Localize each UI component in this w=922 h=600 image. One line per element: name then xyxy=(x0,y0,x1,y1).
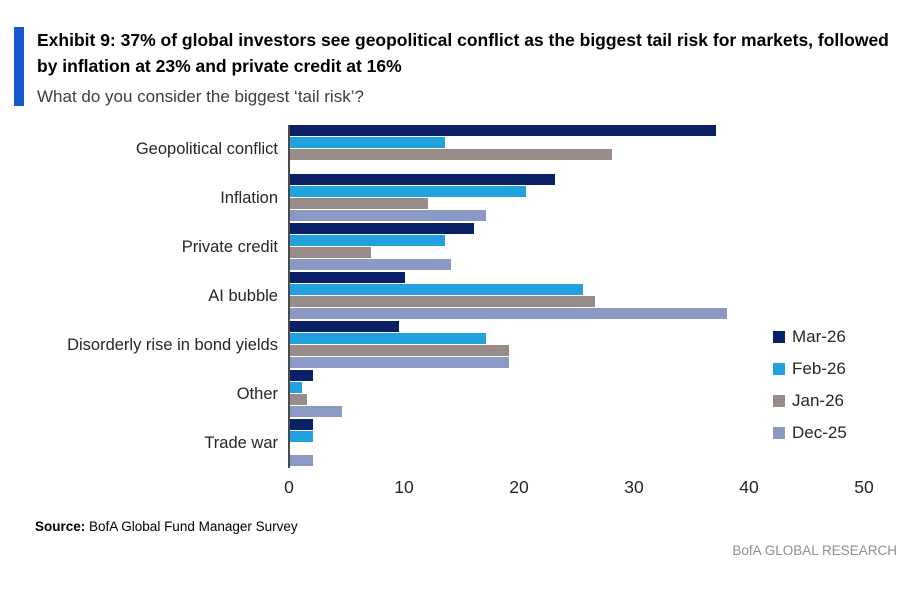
bar-row-private-credit-dec-25 xyxy=(290,259,900,271)
bar-group-private-credit xyxy=(290,223,900,271)
bar-private-credit-dec-25 xyxy=(290,259,451,270)
y-axis-line xyxy=(288,125,290,468)
bar-group-disorderly-rise-in-bond-yields xyxy=(290,321,900,369)
bar-group-ai-bubble xyxy=(290,272,900,320)
bar-row-other-jan-26 xyxy=(290,394,900,406)
legend-label-mar-26: Mar-26 xyxy=(792,326,846,346)
x-tick-label-30: 30 xyxy=(624,477,644,497)
bar-row-ai-bubble-jan-26 xyxy=(290,296,900,308)
exhibit-subtitle: What do you consider the biggest ‘tail r… xyxy=(37,87,364,106)
bar-row-disorderly-rise-in-bond-yields-jan-26 xyxy=(290,345,900,357)
bar-inflation-mar-26 xyxy=(290,174,555,185)
bar-row-private-credit-mar-26 xyxy=(290,223,900,235)
category-label-other: Other xyxy=(236,384,278,403)
bar-row-geopolitical-conflict-jan-26 xyxy=(290,149,900,161)
bar-disorderly-rise-in-bond-yields-jan-26 xyxy=(290,345,509,356)
bar-other-mar-26 xyxy=(290,370,313,381)
bar-disorderly-rise-in-bond-yields-dec-25 xyxy=(290,357,509,368)
category-label-ai-bubble: AI bubble xyxy=(208,286,278,305)
bar-row-geopolitical-conflict-mar-26 xyxy=(290,125,900,137)
legend-label-feb-26: Feb-26 xyxy=(792,358,846,378)
category-labels: Geopolitical conflict Inflation Private cr… xyxy=(0,125,278,467)
bar-row-other-mar-26 xyxy=(290,370,900,382)
bar-group-geopolitical-conflict xyxy=(290,125,900,173)
bar-disorderly-rise-in-bond-yields-feb-26 xyxy=(290,333,486,344)
legend: Mar-26 Feb-26 Jan-26 Dec-25 xyxy=(773,325,847,453)
bar-row-other-feb-26 xyxy=(290,382,900,394)
legend-item-mar-26: Mar-26 xyxy=(773,325,847,348)
legend-item-jan-26: Jan-26 xyxy=(773,389,847,412)
bar-private-credit-feb-26 xyxy=(290,235,446,246)
bar-geopolitical-conflict-mar-26 xyxy=(290,125,716,136)
bar-other-feb-26 xyxy=(290,382,302,393)
title-accent-bar xyxy=(14,27,24,106)
bar-row-inflation-dec-25 xyxy=(290,210,900,222)
plot-area xyxy=(290,125,900,467)
bar-row-disorderly-rise-in-bond-yields-dec-25 xyxy=(290,357,900,369)
legend-swatch-feb-26 xyxy=(773,362,785,375)
category-label-inflation: Inflation xyxy=(220,188,278,207)
bar-row-disorderly-rise-in-bond-yields-feb-26 xyxy=(290,333,900,345)
category-label-disorderly-rise-in-bond-yields: Disorderly rise in bond yields xyxy=(67,335,278,354)
bar-row-ai-bubble-dec-25 xyxy=(290,308,900,320)
legend-swatch-mar-26 xyxy=(773,330,785,343)
legend-swatch-dec-25 xyxy=(773,426,785,439)
bar-trade-war-dec-25 xyxy=(290,455,313,466)
source-text: BofA Global Fund Manager Survey xyxy=(85,519,298,534)
bar-private-credit-jan-26 xyxy=(290,247,371,258)
category-label-private-credit: Private credit xyxy=(181,237,278,256)
bar-geopolitical-conflict-feb-26 xyxy=(290,137,446,148)
bar-row-ai-bubble-feb-26 xyxy=(290,284,900,296)
bar-ai-bubble-feb-26 xyxy=(290,284,584,295)
bar-inflation-jan-26 xyxy=(290,198,428,209)
bar-other-jan-26 xyxy=(290,394,308,405)
bar-row-geopolitical-conflict-dec-25 xyxy=(290,161,900,173)
category-label-trade-war: Trade war xyxy=(204,433,278,452)
x-axis: 0 10 20 30 40 50 xyxy=(284,477,909,499)
bar-row-private-credit-feb-26 xyxy=(290,235,900,247)
bar-group-other xyxy=(290,370,900,418)
bar-geopolitical-conflict-jan-26 xyxy=(290,149,612,160)
x-tick-label-40: 40 xyxy=(739,477,759,497)
legend-item-dec-25: Dec-25 xyxy=(773,421,847,444)
bar-row-inflation-feb-26 xyxy=(290,186,900,198)
bar-row-trade-war-dec-25 xyxy=(290,455,900,467)
bar-ai-bubble-jan-26 xyxy=(290,296,595,307)
bar-private-credit-mar-26 xyxy=(290,223,474,234)
bar-row-trade-war-mar-26 xyxy=(290,419,900,431)
legend-label-dec-25: Dec-25 xyxy=(792,422,847,442)
x-tick-label-20: 20 xyxy=(509,477,529,497)
x-tick-label-50: 50 xyxy=(854,477,874,497)
bar-row-private-credit-jan-26 xyxy=(290,247,900,259)
bar-row-trade-war-feb-26 xyxy=(290,431,900,443)
legend-swatch-jan-26 xyxy=(773,394,785,407)
bar-row-inflation-jan-26 xyxy=(290,198,900,210)
x-tick-label-0: 0 xyxy=(284,477,294,497)
category-label-geopolitical-conflict: Geopolitical conflict xyxy=(135,139,278,158)
bar-row-inflation-mar-26 xyxy=(290,174,900,186)
source-label: Source: xyxy=(35,519,86,534)
x-tick-label-10: 10 xyxy=(394,477,414,497)
bar-trade-war-feb-26 xyxy=(290,431,313,442)
bar-row-disorderly-rise-in-bond-yields-mar-26 xyxy=(290,321,900,333)
brand-line: BofA GLOBAL RESEARCH xyxy=(732,543,897,558)
bar-ai-bubble-dec-25 xyxy=(290,308,727,319)
bar-disorderly-rise-in-bond-yields-mar-26 xyxy=(290,321,400,332)
legend-label-jan-26: Jan-26 xyxy=(792,390,844,410)
bar-inflation-dec-25 xyxy=(290,210,486,221)
bar-group-trade-war xyxy=(290,419,900,467)
bar-other-dec-25 xyxy=(290,406,342,417)
bar-row-ai-bubble-mar-26 xyxy=(290,272,900,284)
bar-trade-war-mar-26 xyxy=(290,419,313,430)
bar-row-other-dec-25 xyxy=(290,406,900,418)
bar-row-geopolitical-conflict-feb-26 xyxy=(290,137,900,149)
legend-item-feb-26: Feb-26 xyxy=(773,357,847,380)
source-line: Source: BofA Global Fund Manager Survey xyxy=(35,519,298,534)
exhibit-title: Exhibit 9: 37% of global investors see g… xyxy=(37,30,889,77)
bar-inflation-feb-26 xyxy=(290,186,526,197)
bar-group-inflation xyxy=(290,174,900,222)
bar-ai-bubble-mar-26 xyxy=(290,272,405,283)
